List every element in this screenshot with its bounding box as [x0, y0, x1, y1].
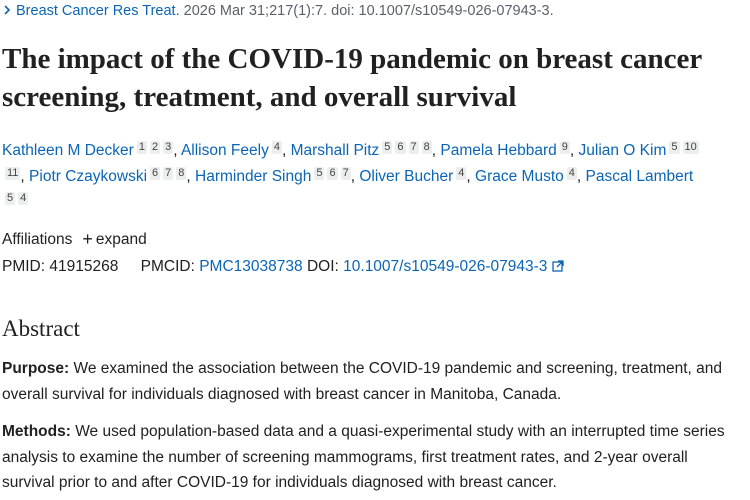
affiliation-number[interactable]: 5 — [382, 141, 393, 154]
separator: , — [186, 167, 191, 185]
author: Piotr Czaykowski 6 7 8, — [29, 166, 191, 185]
author-name[interactable]: Oliver Bucher — [359, 167, 454, 185]
separator: , — [431, 142, 437, 159]
chevron-icon — [4, 5, 11, 15]
affiliation-number[interactable]: 8 — [421, 141, 432, 154]
affiliation-number[interactable]: 8 — [176, 166, 187, 180]
author-name[interactable]: Grace Musto — [475, 167, 564, 185]
affiliation-number[interactable]: 5 — [669, 141, 680, 154]
separator: , — [350, 167, 356, 185]
affiliation-number[interactable]: 6 — [327, 166, 338, 180]
affiliation-number[interactable]: 4 — [456, 166, 467, 180]
doi-link[interactable]: 10.1007/s10549-026-07943-3 — [343, 258, 548, 275]
author: Julian O Kim 5 1011, — [2, 141, 699, 185]
expand-label: expand — [95, 231, 147, 248]
affiliation-number[interactable]: 3 — [163, 141, 174, 154]
abstract-body: Purpose: We examined the association bet… — [2, 356, 737, 500]
citation-details: 2026 Mar 31;217(1):7. doi: 10.1007/s1054… — [183, 3, 554, 19]
abstract-section: Purpose: We examined the association bet… — [2, 356, 737, 407]
author-name[interactable]: Kathleen M Decker — [2, 142, 134, 159]
affiliation-number[interactable]: 5 — [314, 166, 325, 180]
author: Oliver Bucher 4, — [359, 166, 471, 185]
affiliation-number[interactable]: 7 — [340, 166, 351, 180]
plus-icon: + — [82, 229, 93, 249]
author-name[interactable]: Pamela Hebbard — [440, 142, 557, 159]
pmid: 41915268 — [49, 258, 119, 275]
pmcid-label: PMCID: — [140, 258, 195, 275]
author-name[interactable]: Pascal Lambert — [585, 167, 694, 185]
separator: , — [576, 167, 582, 185]
section-text: We used population-based data and a quas… — [2, 423, 725, 491]
citation: Breast Cancer Res Treat. 2026 Mar 31;217… — [2, 3, 554, 19]
author: Kathleen M Decker 1 2 3, — [2, 141, 178, 159]
affiliation-number[interactable]: 6 — [395, 141, 406, 154]
affiliation-number[interactable]: 4 — [271, 141, 282, 154]
affiliation-number[interactable]: 1 — [136, 141, 147, 154]
separator: , — [173, 142, 178, 159]
affiliation-number[interactable]: 6 — [150, 166, 161, 180]
author-name[interactable]: Piotr Czaykowski — [29, 167, 148, 185]
affiliation-number[interactable]: 7 — [163, 166, 174, 180]
author-name[interactable]: Julian O Kim — [578, 142, 667, 159]
separator: , — [466, 167, 471, 185]
affiliation-number[interactable]: 9 — [559, 141, 570, 154]
section-label: Methods: — [2, 423, 71, 440]
doi-label: DOI: — [306, 258, 339, 275]
author-name[interactable]: Marshall Pitz — [290, 142, 380, 159]
section-label: Purpose: — [2, 360, 70, 377]
author-list: Kathleen M Decker 1 2 3, Allison Feely 4, Ma… — [2, 138, 702, 215]
journal-link[interactable]: Breast Cancer Res Treat. — [16, 3, 180, 19]
affiliations-toggle[interactable]: Affiliations + expand — [2, 229, 147, 250]
author: Pascal Lambert5 4 — [2, 168, 693, 211]
author: Marshall Pitz 5 6 7 8, — [290, 141, 437, 159]
affiliation-number[interactable]: 7 — [408, 141, 419, 154]
author: Harminder Singh 5 6 7, — [195, 166, 356, 185]
affiliation-number[interactable]: 4 — [18, 192, 29, 205]
affiliation-number[interactable]: 2 — [149, 141, 161, 154]
author-name[interactable]: Harminder Singh — [195, 167, 312, 185]
separator: , — [281, 142, 287, 159]
affiliations-label: Affiliations — [2, 231, 73, 248]
author: Grace Musto 4, — [475, 166, 582, 185]
affiliation-number[interactable]: 10 — [682, 141, 699, 154]
separator: , — [569, 142, 575, 159]
affiliation-number[interactable]: 4 — [566, 166, 577, 180]
author: Pamela Hebbard 9, — [440, 141, 575, 159]
external-link-icon — [552, 260, 564, 272]
identifiers: PMID: 41915268 PMCID: PMC13038738 DOI: 1… — [2, 258, 564, 276]
author-name[interactable]: Allison Feely — [180, 142, 269, 159]
pmid-label: PMID: — [2, 258, 46, 275]
affiliation-number[interactable]: 5 — [5, 192, 16, 205]
pmcid-link[interactable]: PMC13038738 — [199, 258, 303, 275]
section-text: We examined the association between the … — [2, 360, 723, 403]
affiliation-number[interactable]: 11 — [5, 166, 21, 180]
abstract-section: Methods: We used population-based data a… — [2, 419, 737, 496]
separator: , — [20, 167, 25, 185]
abstract-heading: Abstract — [2, 316, 80, 341]
author: Allison Feely 4, — [180, 141, 287, 159]
article-title: The impact of the COVID-19 pandemic on b… — [2, 43, 702, 113]
